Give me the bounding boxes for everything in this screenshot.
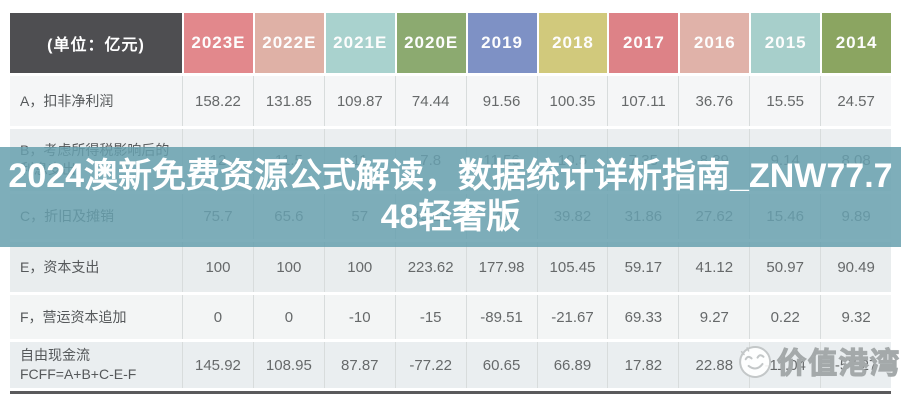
value-cell: 87.87 (323, 342, 395, 388)
row-label: F，营运资本追加 (20, 308, 127, 325)
value-cell: 91.56 (465, 76, 537, 126)
year-header-2016: 2016 (678, 13, 750, 73)
value-cell: -21.67 (536, 295, 608, 339)
value-cell: 24.57 (820, 76, 891, 126)
year-header-2015: 2015 (749, 13, 821, 73)
value-cell: 108.95 (252, 342, 324, 388)
value-cell: 59.17 (607, 242, 678, 292)
value-cell: 36.76 (678, 76, 749, 126)
value-cell: 0.22 (749, 295, 820, 339)
value-cell: 15.55 (749, 76, 820, 126)
value-cell: -89.51 (465, 295, 537, 339)
value-cell: 9.32 (820, 295, 891, 339)
value-cell: 100 (252, 242, 324, 292)
value-cell: 158.22 (182, 76, 253, 126)
year-header-2019: 2019 (465, 13, 537, 73)
year-header-2014: 2014 (820, 13, 892, 73)
value-cell: 100 (182, 242, 253, 292)
value-cell: 0 (252, 295, 324, 339)
value-cell: 74.44 (394, 76, 466, 126)
overlay-title-line-2: 48轻奢版 (380, 198, 521, 236)
table-row-4: E，资本支出 100 100 100 223.62 177.98 105.45 59.17 41… (10, 242, 891, 292)
value-cell: 60.65 (465, 342, 537, 388)
year-header-2018: 2018 (536, 13, 608, 73)
value-cell: 145.92 (182, 342, 253, 388)
value-cell: 100 (323, 242, 395, 292)
year-header-2022E: 2022E (252, 13, 324, 73)
value-cell: 50.97 (749, 242, 820, 292)
value-cell: -15 (394, 295, 466, 339)
value-cell: 41.12 (678, 242, 749, 292)
year-header-2023E: 2023E (182, 13, 253, 73)
row-label: E，资本支出 (20, 258, 100, 275)
row-sublabel: FCFF=A+B+C-E-F (20, 366, 137, 382)
value-cell: 177.98 (465, 242, 537, 292)
watermark: 价值港湾 (735, 340, 901, 382)
year-header-2021E: 2021E (323, 13, 395, 73)
overlay-title-line-1: 2024澳新免费资源公式解读，数据统计详析指南_ZNW77.7 (8, 157, 893, 195)
value-cell: 9.27 (678, 295, 749, 339)
value-cell: 107.11 (607, 76, 678, 126)
value-cell: 131.85 (252, 76, 324, 126)
table-bottom-border (10, 391, 891, 394)
value-cell: 0 (182, 295, 253, 339)
value-cell: 105.45 (536, 242, 608, 292)
value-cell: 17.82 (607, 342, 678, 388)
value-cell: -57.27 (820, 342, 891, 388)
value-cell: 90.49 (820, 242, 891, 292)
year-header-2017: 2017 (607, 13, 679, 73)
smiley-face-icon (739, 345, 772, 378)
unit-header-cell: (单位：亿元) (10, 13, 182, 73)
value-cell: 223.62 (394, 242, 466, 292)
value-cell: 100.35 (536, 76, 608, 126)
value-cell: 66.89 (536, 342, 608, 388)
row-label: 自由现金流 FCFF=A+B+C-E-F (10, 342, 182, 388)
value-cell: -10 (323, 295, 395, 339)
table-row-1: A，扣非净利润 158.22 131.85 109.87 74.44 91.56 100.3… (10, 76, 891, 126)
value-cell: 109.87 (323, 76, 395, 126)
value-cell: 69.33 (607, 295, 678, 339)
table-row-5: F，营运资本追加 0 0 -10 -15 -89.51 -21.67 69.33 9.27 0.2… (10, 295, 891, 339)
year-header-2020E: 2020E (394, 13, 466, 73)
table-header-row: (单位：亿元) 2023E 2022E 2021E 2020E 2019 2018 2017… (10, 13, 892, 73)
row-label: A，扣非净利润 (20, 92, 114, 109)
value-cell: -77.22 (394, 342, 466, 388)
value-cell: 22.88 (678, 342, 749, 388)
overlay-banner: 2024澳新免费资源公式解读，数据统计详析指南_ZNW77.7 48轻奢版 (0, 147, 901, 247)
watermark-text: 价值港湾 (776, 347, 901, 380)
